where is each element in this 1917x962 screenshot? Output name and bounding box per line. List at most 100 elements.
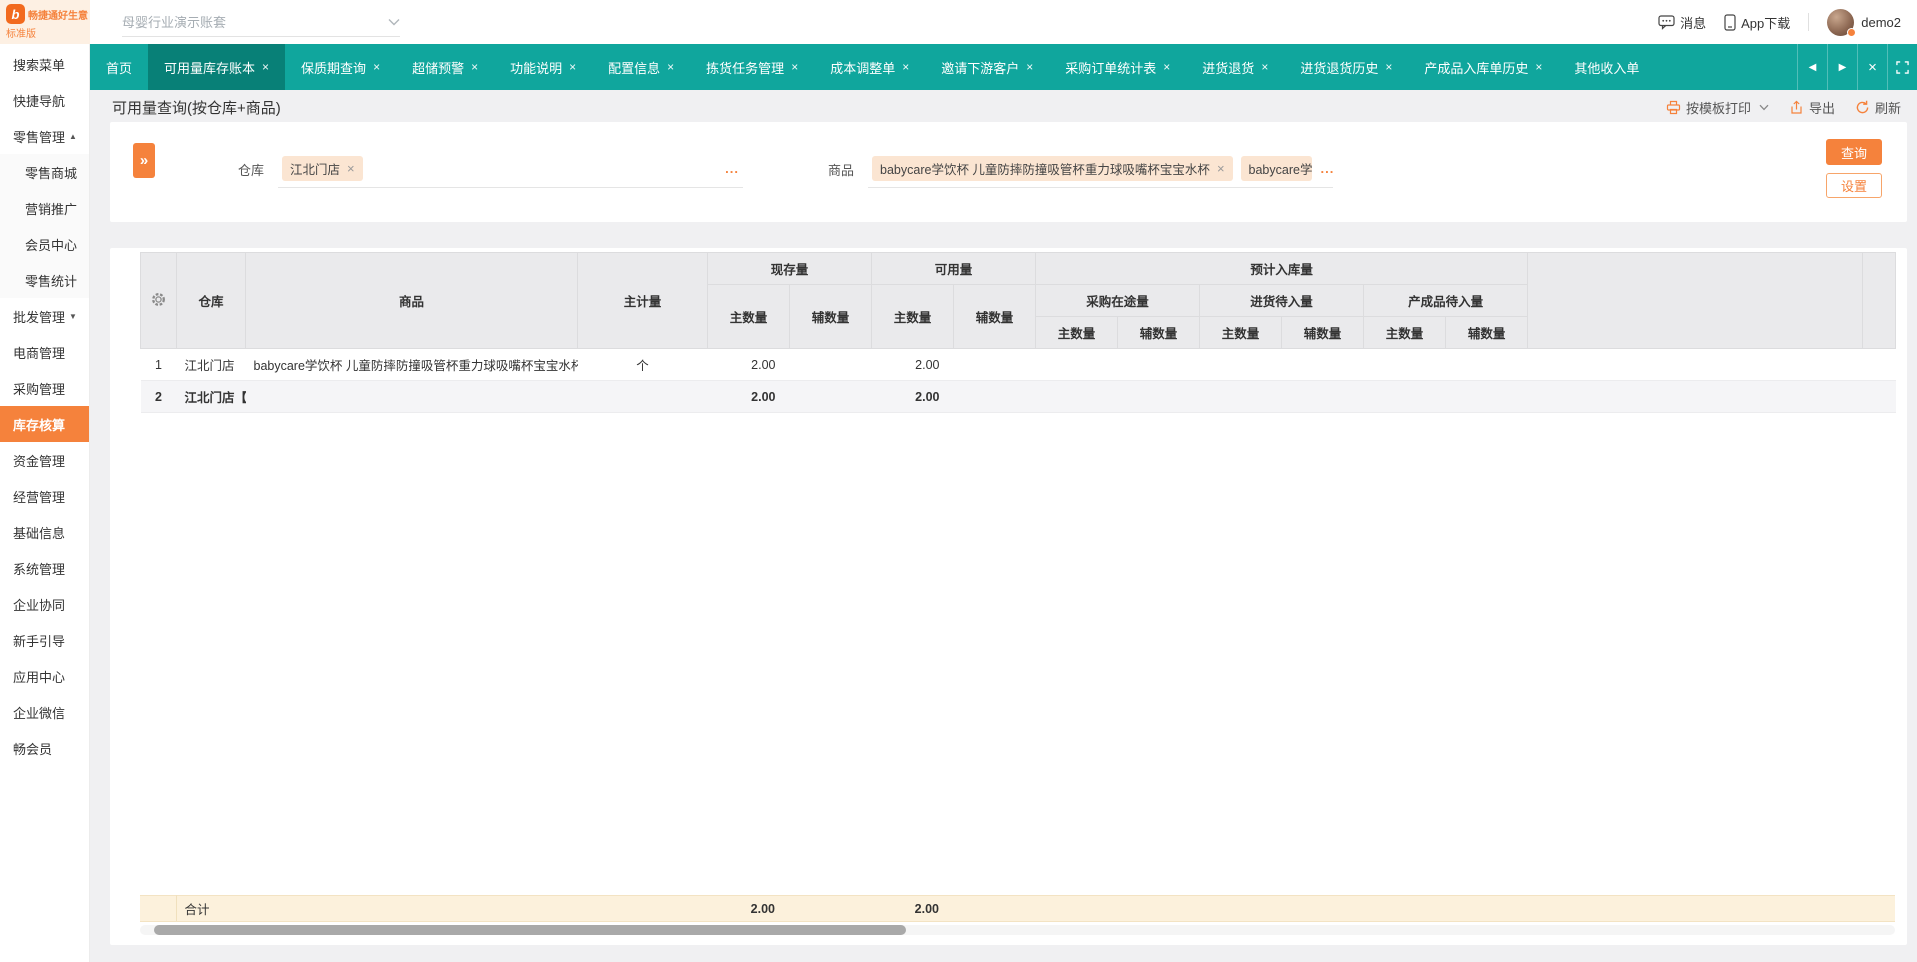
sidebar-item-enterprise-collaboration[interactable]: 企业协同	[0, 586, 89, 622]
tab-cost-adjustment[interactable]: 成本调整单 ×	[814, 44, 925, 90]
warehouse-cell: 江北门店	[176, 348, 246, 381]
sidebar-item-system-management[interactable]: 系统管理	[0, 550, 89, 586]
sidebar-item-funds-management[interactable]: 资金管理	[0, 442, 89, 478]
close-icon[interactable]: ×	[791, 60, 799, 74]
tab-available-stock-ledger[interactable]: 可用量库存账本 ×	[148, 44, 286, 90]
empty-cell	[1035, 895, 1117, 922]
main-qty-column-header: 主数量	[871, 284, 955, 349]
close-icon[interactable]: ×	[373, 60, 381, 74]
tab-purchase-order-statistics[interactable]: 采购订单统计表 ×	[1049, 44, 1186, 90]
product-tag[interactable]: babycare学饮杯 儿童防摔防撞吸管杯重力球吸嘴杯宝宝水杯 ×	[872, 156, 1233, 181]
table-row[interactable]: 2 江北门店【... 2.00 2.00	[140, 380, 1896, 413]
sidebar-item-label: 企业协同	[13, 597, 66, 613]
sidebar-item-quick-nav[interactable]: 快捷导航	[0, 82, 89, 118]
empty-column-header	[1862, 252, 1897, 349]
remove-tag-icon[interactable]: ×	[1216, 161, 1225, 176]
sidebar-item-label: 零售统计	[25, 273, 78, 289]
close-icon[interactable]: ×	[1163, 60, 1171, 74]
gear-icon[interactable]	[151, 292, 166, 307]
sidebar-item-member-center[interactable]: 会员中心	[0, 226, 89, 262]
product-filter-input[interactable]: babycare学饮杯 儿童防摔防撞吸管杯重力球吸嘴杯宝宝水杯 × babyca…	[868, 156, 1333, 188]
sidebar-item-marketing-promotion[interactable]: 营销推广	[0, 190, 89, 226]
empty-cell	[1117, 895, 1199, 922]
tab-label: 拣货任务管理	[706, 60, 785, 76]
close-icon[interactable]: ×	[471, 60, 479, 74]
close-icon[interactable]: ×	[1026, 60, 1034, 74]
warehouse-filter-input[interactable]: 江北门店 × ...	[278, 156, 744, 188]
close-icon[interactable]: ×	[569, 60, 577, 74]
query-button[interactable]: 查询	[1826, 139, 1882, 165]
sidebar-item-retail-management[interactable]: 零售管理 ▲	[0, 118, 89, 154]
aux-qty-column-header: 辅数量	[1281, 316, 1365, 349]
remove-tag-icon[interactable]: ×	[347, 161, 355, 176]
refresh-button[interactable]: 刷新	[1855, 98, 1901, 117]
divider	[1808, 13, 1810, 31]
tab-label: 超储预警	[412, 60, 465, 76]
close-icon[interactable]: ×	[262, 60, 270, 74]
close-icon[interactable]: ×	[902, 60, 910, 74]
avatar	[1827, 8, 1857, 37]
product-cell: babycare学饮杯 儿童防摔防撞吸管杯重力球吸嘴杯宝宝水杯	[245, 348, 578, 381]
sidebar-item-label: 系统管理	[13, 561, 66, 577]
chevron-down-icon[interactable]	[1759, 104, 1769, 111]
purchase-pending-aux-cell	[1281, 380, 1364, 413]
spacer	[110, 222, 1907, 248]
sidebar-item-retail-statistics[interactable]: 零售统计	[0, 262, 89, 298]
close-all-tabs-button[interactable]: ×	[1857, 44, 1887, 90]
fullscreen-icon[interactable]	[1887, 44, 1917, 90]
tabs-scroll-left-button[interactable]: ◀	[1797, 44, 1827, 90]
sidebar-item-enterprise-wechat[interactable]: 企业微信	[0, 694, 89, 730]
available-main-qty-cell: 2.00	[871, 348, 954, 381]
more-options-icon[interactable]: ...	[1320, 161, 1335, 176]
sidebar-item-wholesale-management[interactable]: 批发管理 ▼	[0, 298, 89, 334]
warehouse-tag[interactable]: 江北门店 ×	[282, 156, 363, 181]
table-row[interactable]: 1 江北门店 babycare学饮杯 儿童防摔防撞吸管杯重力球吸嘴杯宝宝水杯 个…	[140, 348, 1896, 381]
sidebar-item-operations-management[interactable]: 经营管理	[0, 478, 89, 514]
tab-overstock-alert[interactable]: 超储预警 ×	[396, 44, 494, 90]
sidebar-item-chang-member[interactable]: 畅会员	[0, 730, 89, 766]
tab-purchase-return-history[interactable]: 进货退货历史 ×	[1284, 44, 1408, 90]
empty-cell	[1862, 348, 1896, 381]
print-by-template-button[interactable]: 按模板打印	[1666, 98, 1769, 117]
export-button[interactable]: 导出	[1789, 98, 1835, 117]
tab-home[interactable]: 首页	[90, 44, 148, 90]
sidebar-item-inventory-accounting[interactable]: 库存核算	[0, 406, 89, 442]
sidebar-item-purchase-management[interactable]: 采购管理	[0, 370, 89, 406]
tab-label: 邀请下游客户	[941, 60, 1020, 76]
sidebar-item-retail-mall[interactable]: 零售商城	[0, 154, 89, 190]
tab-config-info[interactable]: 配置信息 ×	[592, 44, 690, 90]
settings-button[interactable]: 设置	[1826, 173, 1882, 198]
account-selector[interactable]: 母婴行业演示账套	[122, 7, 400, 37]
open-tabs: 首页 可用量库存账本 × 保质期查询 × 超储预警 × 功能说明 × 配置信息 × 拣货任…	[90, 44, 1797, 90]
main-qty-column-header: 主数量	[1199, 316, 1283, 349]
close-icon[interactable]: ×	[667, 60, 675, 74]
tabs-scroll-right-button[interactable]: ▶	[1827, 44, 1857, 90]
close-icon[interactable]: ×	[1535, 60, 1543, 74]
purchase-in-transit-aux-cell	[1117, 380, 1200, 413]
product-tag-truncated[interactable]: babycare学	[1240, 156, 1313, 181]
sidebar-item-ecommerce-management[interactable]: 电商管理	[0, 334, 89, 370]
close-icon[interactable]: ×	[1261, 60, 1269, 74]
sidebar-item-search-menu[interactable]: 搜索菜单	[0, 46, 89, 82]
product-filter-label: 商品	[828, 163, 855, 178]
product-tag-label: babycare学饮杯 儿童防摔防撞吸管杯重力球吸嘴杯宝宝水杯	[880, 163, 1210, 177]
empty-cell	[1862, 380, 1896, 413]
more-options-icon[interactable]: ...	[725, 161, 740, 176]
tab-finished-goods-inbound-history[interactable]: 产成品入库单历史 ×	[1408, 44, 1558, 90]
close-icon[interactable]: ×	[1385, 60, 1393, 74]
horizontal-scrollbar-thumb[interactable]	[154, 925, 906, 935]
tab-picking-task-management[interactable]: 拣货任务管理 ×	[690, 44, 814, 90]
sidebar-item-basic-info[interactable]: 基础信息	[0, 514, 89, 550]
tab-feature-description[interactable]: 功能说明 ×	[494, 44, 592, 90]
tab-label: 进货退货	[1202, 60, 1255, 76]
tab-invite-downstream-customers[interactable]: 邀请下游客户 ×	[925, 44, 1049, 90]
tab-shelf-life-query[interactable]: 保质期查询 ×	[285, 44, 396, 90]
sidebar-item-beginner-guide[interactable]: 新手引导	[0, 622, 89, 658]
tab-purchase-return[interactable]: 进货退货 ×	[1186, 44, 1284, 90]
expand-panel-icon[interactable]: »	[133, 143, 155, 178]
messages-button[interactable]: 消息	[1658, 13, 1706, 32]
sidebar-item-app-center[interactable]: 应用中心	[0, 658, 89, 694]
tab-other-income[interactable]: 其他收入单	[1558, 44, 1655, 90]
user-menu[interactable]: demo2	[1827, 8, 1901, 37]
app-download-button[interactable]: App下载	[1724, 13, 1790, 32]
